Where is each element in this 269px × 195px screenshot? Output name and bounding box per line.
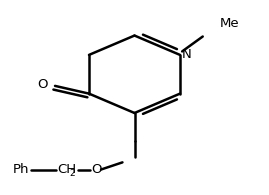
Text: 2: 2 [70, 169, 75, 178]
Text: O: O [37, 78, 47, 91]
Text: Me: Me [220, 17, 240, 30]
Text: Ph: Ph [13, 163, 29, 176]
Text: N: N [182, 48, 192, 61]
Text: CH: CH [58, 163, 77, 176]
Text: O: O [91, 163, 102, 176]
